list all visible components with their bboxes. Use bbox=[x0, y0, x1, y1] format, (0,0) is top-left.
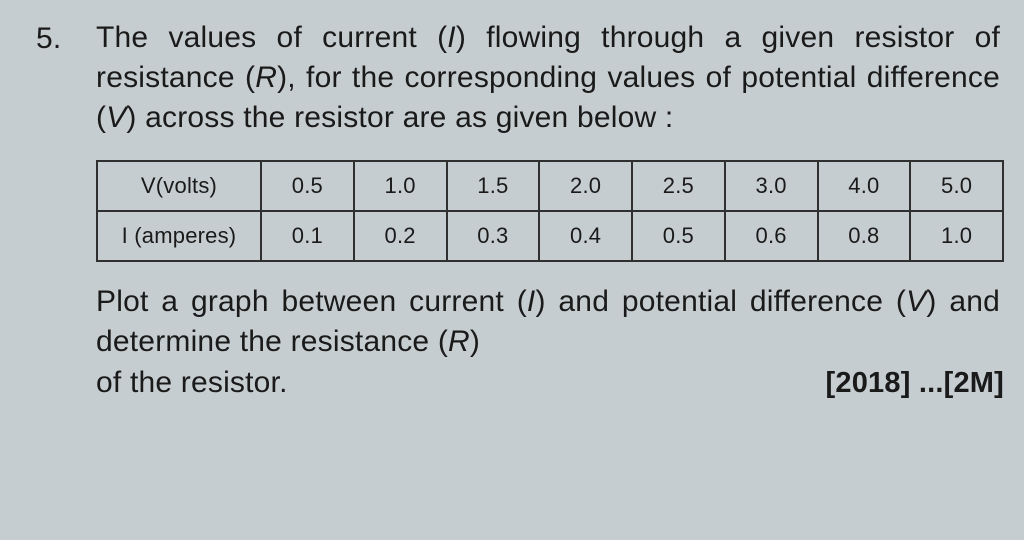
text-fragment: ) across the bbox=[126, 101, 285, 134]
var-V: V bbox=[106, 101, 126, 134]
table-row: I (amperes) 0.1 0.2 0.3 0.4 0.5 0.6 0.8 … bbox=[97, 211, 1003, 261]
var-R: R bbox=[448, 325, 470, 358]
question-block: 5. The values of current (I) flowing thr… bbox=[28, 18, 996, 400]
text-fragment: resistor are as given below : bbox=[294, 101, 673, 134]
table-cell: 0.5 bbox=[261, 161, 354, 211]
table-cell: 1.5 bbox=[447, 161, 540, 211]
table-row: V(volts) 0.5 1.0 1.5 2.0 2.5 3.0 4.0 5.0 bbox=[97, 161, 1003, 211]
question-text-bottom: Plot a graph between current (I) and pot… bbox=[96, 282, 1000, 362]
text-fragment: ), for the corresponding bbox=[277, 61, 597, 94]
var-V: V bbox=[906, 285, 926, 318]
text-fragment: difference ( bbox=[750, 285, 906, 318]
year-marks: [2018] ...[2M] bbox=[826, 367, 1004, 400]
table-cell: 4.0 bbox=[818, 161, 911, 211]
table-cell: 0.8 bbox=[818, 211, 911, 261]
text-fragment: Plot a graph between current ( bbox=[96, 285, 527, 318]
table-cell: 0.3 bbox=[447, 211, 540, 261]
question-text-top: The values of current (I) flowing throug… bbox=[96, 18, 1000, 138]
var-I: I bbox=[447, 21, 456, 54]
table-cell: 2.0 bbox=[539, 161, 632, 211]
data-table: V(volts) 0.5 1.0 1.5 2.0 2.5 3.0 4.0 5.0… bbox=[96, 160, 1004, 262]
table-cell: 0.5 bbox=[632, 211, 725, 261]
var-R: R bbox=[255, 61, 277, 94]
text-fragment: The values of current ( bbox=[96, 21, 447, 54]
text-fragment: ) bbox=[470, 325, 480, 358]
table-cell: 0.2 bbox=[354, 211, 447, 261]
table-cell: 3.0 bbox=[725, 161, 818, 211]
table-cell: 5.0 bbox=[910, 161, 1003, 211]
table-cell: 0.1 bbox=[261, 211, 354, 261]
last-line: of the resistor. [2018] ...[2M] bbox=[96, 366, 1004, 400]
table-cell: 0.4 bbox=[539, 211, 632, 261]
text-fragment: ) and potential bbox=[535, 285, 737, 318]
row-header-V: V(volts) bbox=[97, 161, 261, 211]
table-cell: 1.0 bbox=[354, 161, 447, 211]
question-content: The values of current (I) flowing throug… bbox=[96, 18, 1004, 400]
text-fragment: ) flowing through a given bbox=[456, 21, 834, 54]
question-number: 5. bbox=[28, 18, 96, 58]
text-fragment: of the resistor. bbox=[96, 366, 288, 400]
row-header-I: I (amperes) bbox=[97, 211, 261, 261]
table-cell: 1.0 bbox=[910, 211, 1003, 261]
table-cell: 2.5 bbox=[632, 161, 725, 211]
table-cell: 0.6 bbox=[725, 211, 818, 261]
